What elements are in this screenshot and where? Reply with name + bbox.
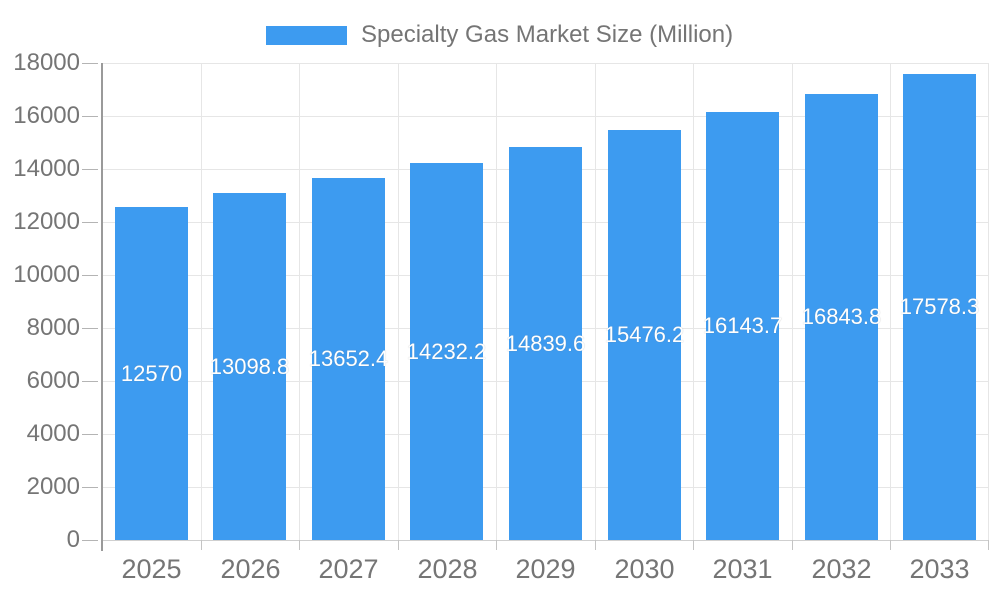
y-axis-tick [82,328,98,329]
y-axis-label: 18000 [13,49,80,76]
bar-value-label: 16843.8 [801,304,882,329]
bar-value-label: 14839.6 [505,330,586,356]
y-axis-label: 6000 [26,367,80,394]
y-axis-label: 10000 [13,261,80,288]
x-gridline [792,63,793,540]
bar-value-label: 17578.3 [899,294,980,319]
bar[interactable]: 12570 [115,207,188,540]
y-axis-label: 16000 [13,102,80,129]
plot-area: 0 2000 4000 6000 8000 10000 12000 14000 16000 180… [13,49,989,584]
y-axis-tick [82,275,98,276]
bar[interactable]: 14839.6 [506,147,585,540]
x-gridline [890,63,891,540]
bar-value-label: 14232.2 [406,338,487,364]
y-axis-tick [82,63,98,64]
bar[interactable]: 13098.8 [210,193,289,540]
x-axis-tick [595,540,596,550]
x-axis-tick [299,540,300,550]
bar-value-label: 13652.4 [308,346,389,371]
bar[interactable]: 15476.2 [605,130,684,540]
bar[interactable]: 16143.7 [703,112,782,540]
legend-swatch [266,25,347,45]
y-axis-tick [82,222,98,223]
y-gridline [102,540,989,541]
y-axis-tick [82,169,98,170]
y-axis-label: 14000 [13,155,80,182]
x-axis-tick [201,540,202,550]
y-axis-label: 2000 [26,473,80,500]
x-gridline [299,63,300,540]
bar-value-label: 12570 [120,360,183,386]
x-axis-label: 2031 [712,554,773,584]
y-axis-tick [82,540,98,541]
x-gridline [398,63,399,540]
y-axis-label: 8000 [26,314,80,341]
x-axis-tick [792,540,793,550]
y-axis-tick [82,487,98,488]
bar-value-label: 15476.2 [604,322,685,347]
bar[interactable]: 13652.4 [309,178,388,540]
x-axis-label: 2029 [515,554,576,584]
x-axis-tick [693,540,694,550]
x-axis-label: 2025 [121,554,182,584]
y-axis-label: 0 [66,526,80,553]
x-axis-label: 2026 [220,554,281,584]
x-gridline [595,63,596,540]
y-gridline [102,116,989,117]
y-axis-tick [82,381,98,382]
x-gridline [988,63,989,540]
x-axis-tick [988,540,989,550]
x-gridline [201,63,202,540]
bar[interactable]: 16843.8 [802,94,881,540]
x-axis-label: 2032 [811,554,872,584]
bar-value-label: 13098.8 [209,353,290,379]
x-axis-label: 2027 [318,554,379,584]
y-axis-tick [82,116,98,117]
y-axis-label: 4000 [26,420,80,447]
x-axis-label: 2033 [909,554,970,584]
x-axis-label: 2030 [614,554,675,584]
x-axis-tick [398,540,399,550]
legend-item[interactable]: Specialty Gas Market Size (Million) [266,18,733,52]
bar[interactable]: 17578.3 [900,74,979,540]
x-gridline [496,63,497,540]
y-axis-label: 12000 [13,208,80,235]
x-axis-tick [890,540,891,550]
y-axis-tick [82,434,98,435]
x-axis-label: 2028 [417,554,478,584]
x-gridline [693,63,694,540]
x-axis-tick [496,540,497,550]
bar-value-label: 16143.7 [702,313,783,338]
y-gridline [102,63,989,64]
y-axis-line [101,63,103,551]
bar[interactable]: 14232.2 [407,163,486,540]
legend-label: Specialty Gas Market Size (Million) [361,21,734,48]
